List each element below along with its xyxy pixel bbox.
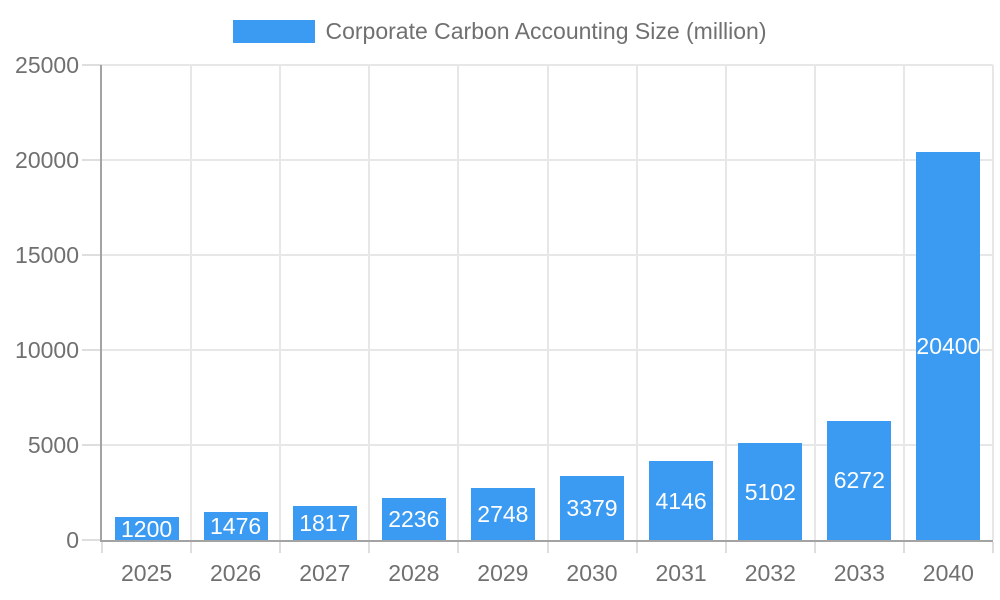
x-axis-tick — [902, 542, 905, 553]
x-axis-label: 2033 — [833, 560, 885, 586]
y-axis-tick — [82, 159, 102, 161]
bar[interactable] — [560, 475, 624, 540]
legend-color-swatch — [233, 19, 316, 43]
bar[interactable] — [916, 152, 981, 540]
gridline-vertical — [546, 65, 549, 540]
x-axis-label: 2026 — [210, 560, 262, 586]
gridline-vertical — [368, 65, 371, 540]
bar[interactable] — [381, 497, 446, 540]
gridline-vertical — [992, 65, 994, 540]
gridline-vertical — [724, 65, 727, 540]
y-axis-tick — [82, 254, 102, 256]
x-axis-label: 2027 — [299, 560, 351, 586]
bar-value-label: 6272 — [833, 467, 885, 494]
x-axis-label: 2029 — [477, 560, 529, 586]
x-axis-tick — [813, 542, 816, 553]
y-axis-line — [100, 65, 102, 542]
y-axis-tick-label: 25000 — [15, 52, 79, 78]
y-axis-tick — [82, 64, 102, 66]
gridline-vertical — [457, 65, 460, 540]
x-axis-label: 2031 — [655, 560, 707, 586]
x-axis-label: 2032 — [744, 560, 796, 586]
bar[interactable] — [827, 420, 892, 540]
bar-value-label: 3379 — [566, 494, 618, 521]
x-axis-label: 2025 — [121, 560, 173, 586]
bar[interactable] — [649, 461, 714, 540]
y-axis-tick-label: 5000 — [27, 432, 79, 458]
gridline-vertical — [635, 65, 638, 540]
x-axis-tick — [546, 542, 549, 553]
x-axis-tick — [724, 542, 727, 553]
x-axis-tick — [635, 542, 638, 553]
x-axis-tick — [101, 542, 103, 553]
bar-value-label: 1476 — [210, 513, 262, 539]
gridline-vertical — [279, 65, 282, 540]
bar-value-label: 2748 — [477, 500, 529, 527]
bar[interactable] — [470, 487, 535, 540]
y-axis-tick-label: 0 — [66, 527, 79, 553]
x-axis-tick — [279, 542, 282, 553]
legend-series-label: Corporate Carbon Accounting Size (millio… — [325, 18, 767, 44]
bar-value-label: 20400 — [916, 333, 981, 360]
bar[interactable] — [292, 505, 357, 540]
bar-value-label: 1817 — [299, 509, 351, 536]
x-axis-tick — [992, 542, 994, 553]
y-axis-tick — [82, 349, 102, 351]
bar[interactable] — [114, 517, 179, 540]
x-axis-tick — [457, 542, 460, 553]
gridline-vertical — [813, 65, 816, 540]
y-axis-tick-label: 15000 — [15, 242, 79, 268]
x-axis-line — [100, 540, 993, 542]
y-axis-tick — [82, 444, 102, 446]
y-axis-tick-label: 10000 — [15, 337, 79, 363]
x-axis-label: 2030 — [566, 560, 618, 586]
y-axis-tick-label: 20000 — [15, 147, 79, 173]
bar-value-label: 1200 — [121, 515, 173, 542]
x-axis-label: 2040 — [922, 560, 974, 586]
y-axis-tick — [82, 539, 102, 541]
x-axis-label: 2028 — [388, 560, 440, 586]
bar-value-label: 2236 — [388, 505, 440, 532]
gridline-vertical — [190, 65, 193, 540]
x-axis-tick — [190, 542, 193, 553]
bar-value-label: 5102 — [744, 478, 796, 505]
legend[interactable]: Corporate Carbon Accounting Size (millio… — [0, 16, 1000, 46]
bar-value-label: 4146 — [655, 487, 707, 514]
x-axis-tick — [368, 542, 371, 553]
gridline-vertical — [902, 65, 905, 540]
bar[interactable] — [203, 512, 268, 540]
bar[interactable] — [738, 443, 803, 540]
